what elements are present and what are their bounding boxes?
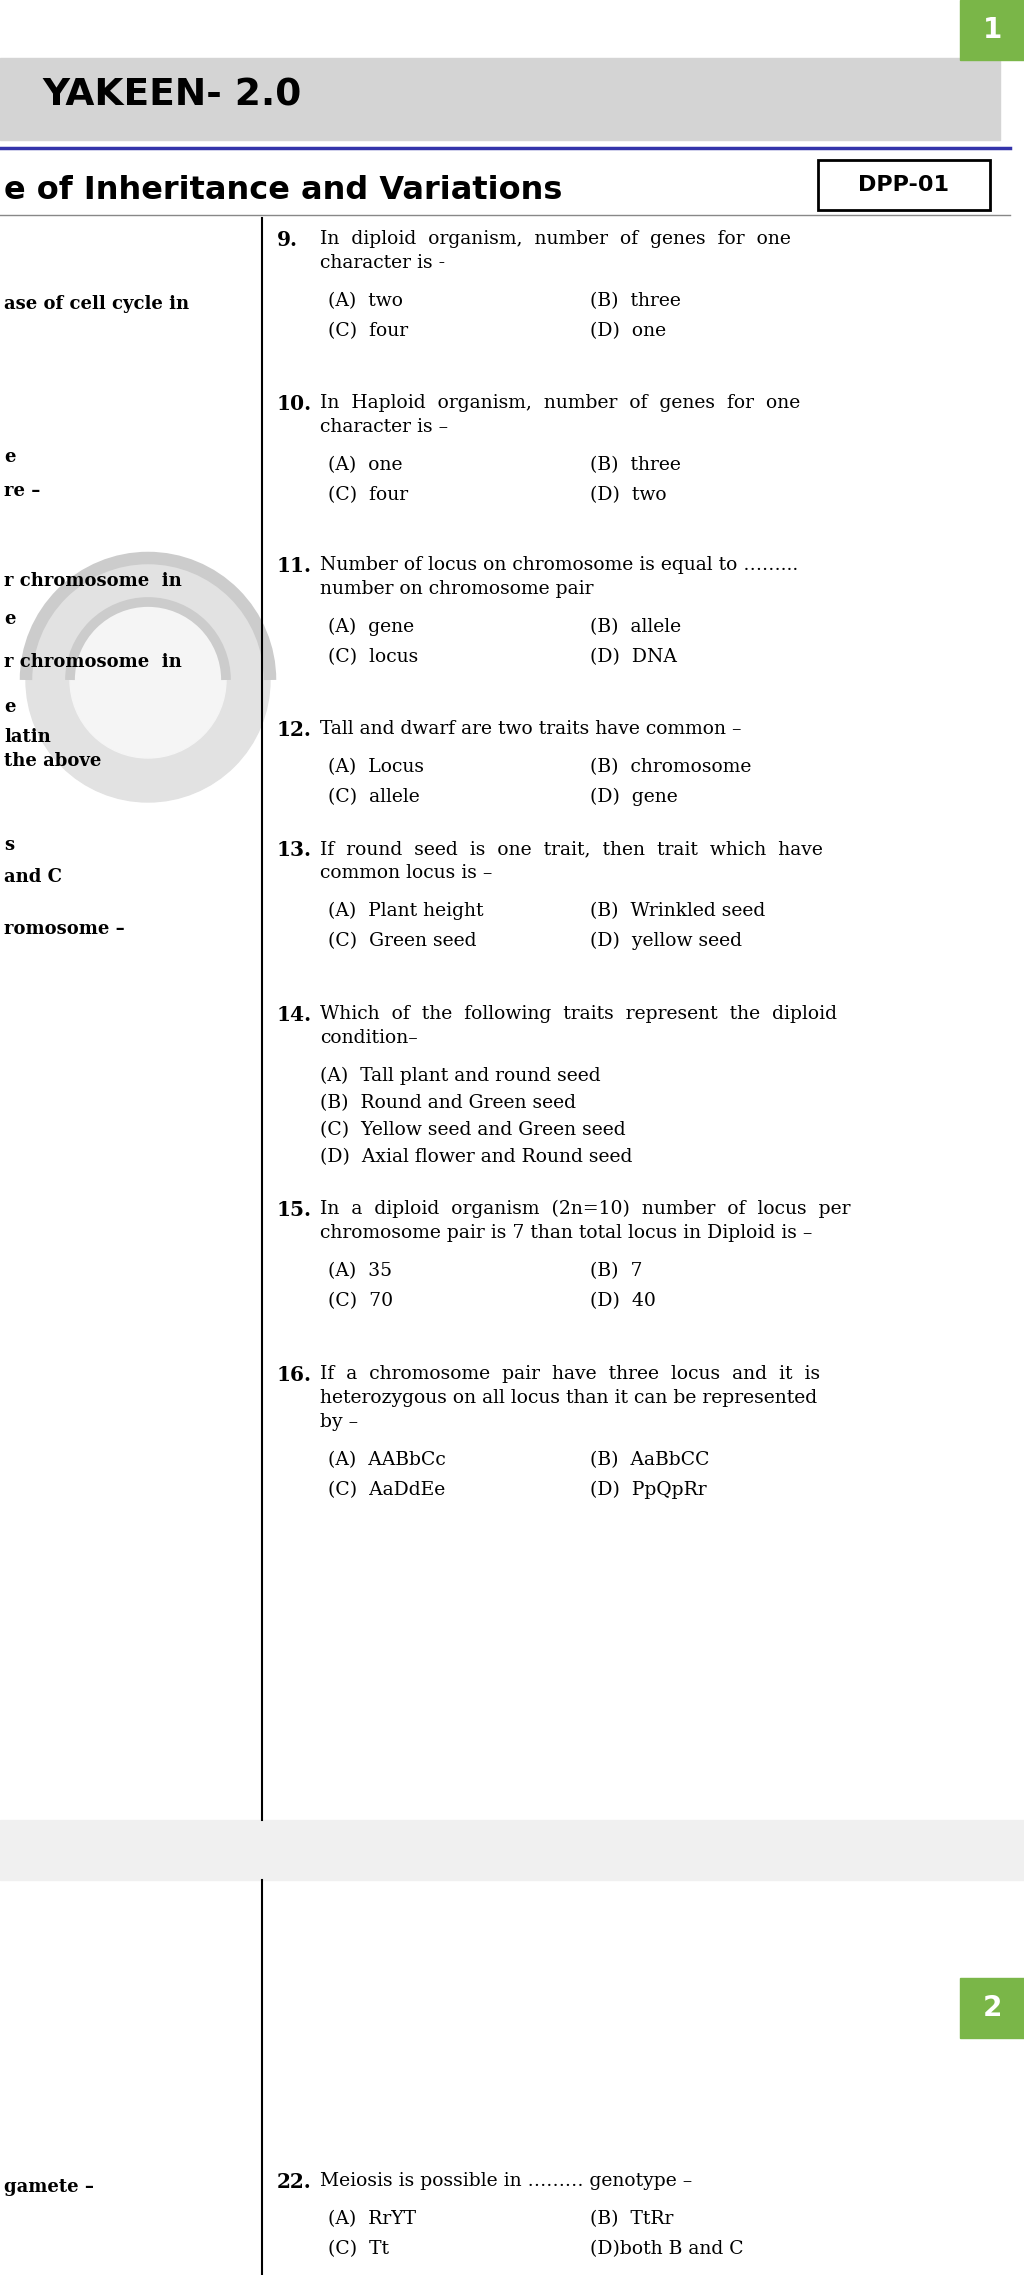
Text: (C)  Yellow seed and Green seed: (C) Yellow seed and Green seed [319, 1122, 626, 1140]
Text: condition–: condition– [319, 1028, 418, 1046]
Text: Meiosis is possible in ……… genotype –: Meiosis is possible in ……… genotype – [319, 2173, 692, 2191]
Text: (D)  Axial flower and Round seed: (D) Axial flower and Round seed [319, 1149, 633, 1167]
Text: re –: re – [4, 482, 40, 500]
Text: If  round  seed  is  one  trait,  then  trait  which  have: If round seed is one trait, then trait w… [319, 839, 823, 858]
Text: r chromosome  in: r chromosome in [4, 653, 181, 671]
Text: e of Inheritance and Variations: e of Inheritance and Variations [4, 175, 562, 207]
Text: (C)  70: (C) 70 [328, 1292, 393, 1310]
Text: (C)  Green seed: (C) Green seed [328, 933, 476, 951]
Text: r chromosome  in: r chromosome in [4, 571, 181, 589]
Text: (C)  AaDdEe: (C) AaDdEe [328, 1481, 445, 1499]
Text: (B)  allele: (B) allele [590, 619, 681, 637]
Text: (A)  RrYT: (A) RrYT [328, 2209, 416, 2227]
Text: DPP-01: DPP-01 [858, 175, 949, 196]
Text: by –: by – [319, 1413, 358, 1431]
Text: number on chromosome pair: number on chromosome pair [319, 580, 594, 598]
Text: (A)  one: (A) one [328, 455, 402, 473]
Text: romosome –: romosome – [4, 919, 125, 937]
Bar [0, 1820, 1024, 1879]
Text: Which  of  the  following  traits  represent  the  diploid: Which of the following traits represent … [319, 1006, 837, 1024]
Text: chromosome pair is 7 than total locus in Diploid is –: chromosome pair is 7 than total locus in… [319, 1224, 812, 1242]
Text: gamete –: gamete – [4, 2177, 94, 2195]
Text: e: e [4, 698, 15, 717]
Text: 13.: 13. [278, 839, 312, 860]
Text: (D)  40: (D) 40 [590, 1292, 656, 1310]
Text: 15.: 15. [278, 1199, 312, 1219]
Text: 1: 1 [982, 16, 1001, 43]
Text: (D)  PpQpRr: (D) PpQpRr [590, 1481, 707, 1499]
Text: common locus is –: common locus is – [319, 864, 493, 883]
Text: (C)  Tt: (C) Tt [328, 2241, 389, 2259]
Text: Number of locus on chromosome is equal to ……...: Number of locus on chromosome is equal t… [319, 555, 799, 573]
Text: (C)  four: (C) four [328, 487, 409, 505]
Text: (D)  one: (D) one [590, 323, 667, 339]
Text: (C)  allele: (C) allele [328, 787, 420, 805]
Text: (A)  Plant height: (A) Plant height [328, 901, 483, 921]
Text: s: s [4, 835, 14, 853]
Text: (B)  Wrinkled seed: (B) Wrinkled seed [590, 901, 765, 919]
Text: (B)  7: (B) 7 [590, 1263, 642, 1281]
Text: e: e [4, 610, 15, 628]
Text: (A)  AABbCc: (A) AABbCc [328, 1451, 445, 1470]
Text: heterozygous on all locus than it can be represented: heterozygous on all locus than it can be… [319, 1390, 817, 1406]
Text: YAKEEN- 2.0: YAKEEN- 2.0 [42, 77, 301, 114]
Text: If  a  chromosome  pair  have  three  locus  and  it  is: If a chromosome pair have three locus an… [319, 1365, 820, 1383]
Text: (C)  locus: (C) locus [328, 648, 418, 667]
Circle shape [26, 557, 270, 803]
Text: (A)  Tall plant and round seed: (A) Tall plant and round seed [319, 1067, 601, 1085]
Text: latin: latin [4, 728, 51, 746]
Text: 16.: 16. [278, 1365, 312, 1385]
Text: 9.: 9. [278, 230, 298, 250]
Text: 12.: 12. [278, 719, 312, 739]
Text: 10.: 10. [278, 394, 312, 414]
Text: (D)  yellow seed: (D) yellow seed [590, 933, 742, 951]
Text: (D)  DNA: (D) DNA [590, 648, 677, 667]
Text: (D)both B and C: (D)both B and C [590, 2241, 743, 2259]
Text: In  a  diploid  organism  (2n=10)  number  of  locus  per: In a diploid organism (2n=10) number of … [319, 1199, 851, 1217]
Bar [0, 57, 1000, 141]
Text: ase of cell cycle in: ase of cell cycle in [4, 296, 189, 314]
Bar [961, 0, 1024, 59]
Text: In  Haploid  organism,  number  of  genes  for  one: In Haploid organism, number of genes for… [319, 394, 800, 412]
Text: (A)  Locus: (A) Locus [328, 758, 424, 776]
Text: the above: the above [4, 753, 101, 769]
Text: (A)  gene: (A) gene [328, 619, 414, 637]
Text: (D)  two: (D) two [590, 487, 667, 505]
Text: character is –: character is – [319, 419, 449, 437]
Text: 11.: 11. [278, 555, 312, 576]
Text: character is -: character is - [319, 255, 445, 273]
Circle shape [70, 603, 226, 758]
Bar [961, 1977, 1024, 2038]
Text: (A)  35: (A) 35 [328, 1263, 392, 1281]
Text: (B)  Round and Green seed: (B) Round and Green seed [319, 1094, 575, 1112]
Text: (B)  TtRr: (B) TtRr [590, 2209, 674, 2227]
Text: (B)  AaBbCC: (B) AaBbCC [590, 1451, 710, 1470]
Text: e: e [4, 448, 15, 466]
Text: (C)  four: (C) four [328, 323, 409, 339]
Text: 22.: 22. [278, 2173, 311, 2193]
Text: (B)  chromosome: (B) chromosome [590, 758, 752, 776]
Text: (D)  gene: (D) gene [590, 787, 678, 805]
Text: In  diploid  organism,  number  of  genes  for  one: In diploid organism, number of genes for… [319, 230, 791, 248]
Text: (B)  three: (B) three [590, 291, 681, 309]
Text: (A)  two: (A) two [328, 291, 403, 309]
Text: 2: 2 [982, 1993, 1001, 2022]
Text: Tall and dwarf are two traits have common –: Tall and dwarf are two traits have commo… [319, 719, 741, 737]
Bar [818, 159, 990, 209]
Text: (B)  three: (B) three [590, 455, 681, 473]
Text: 14.: 14. [278, 1006, 312, 1026]
Text: and C: and C [4, 869, 62, 885]
